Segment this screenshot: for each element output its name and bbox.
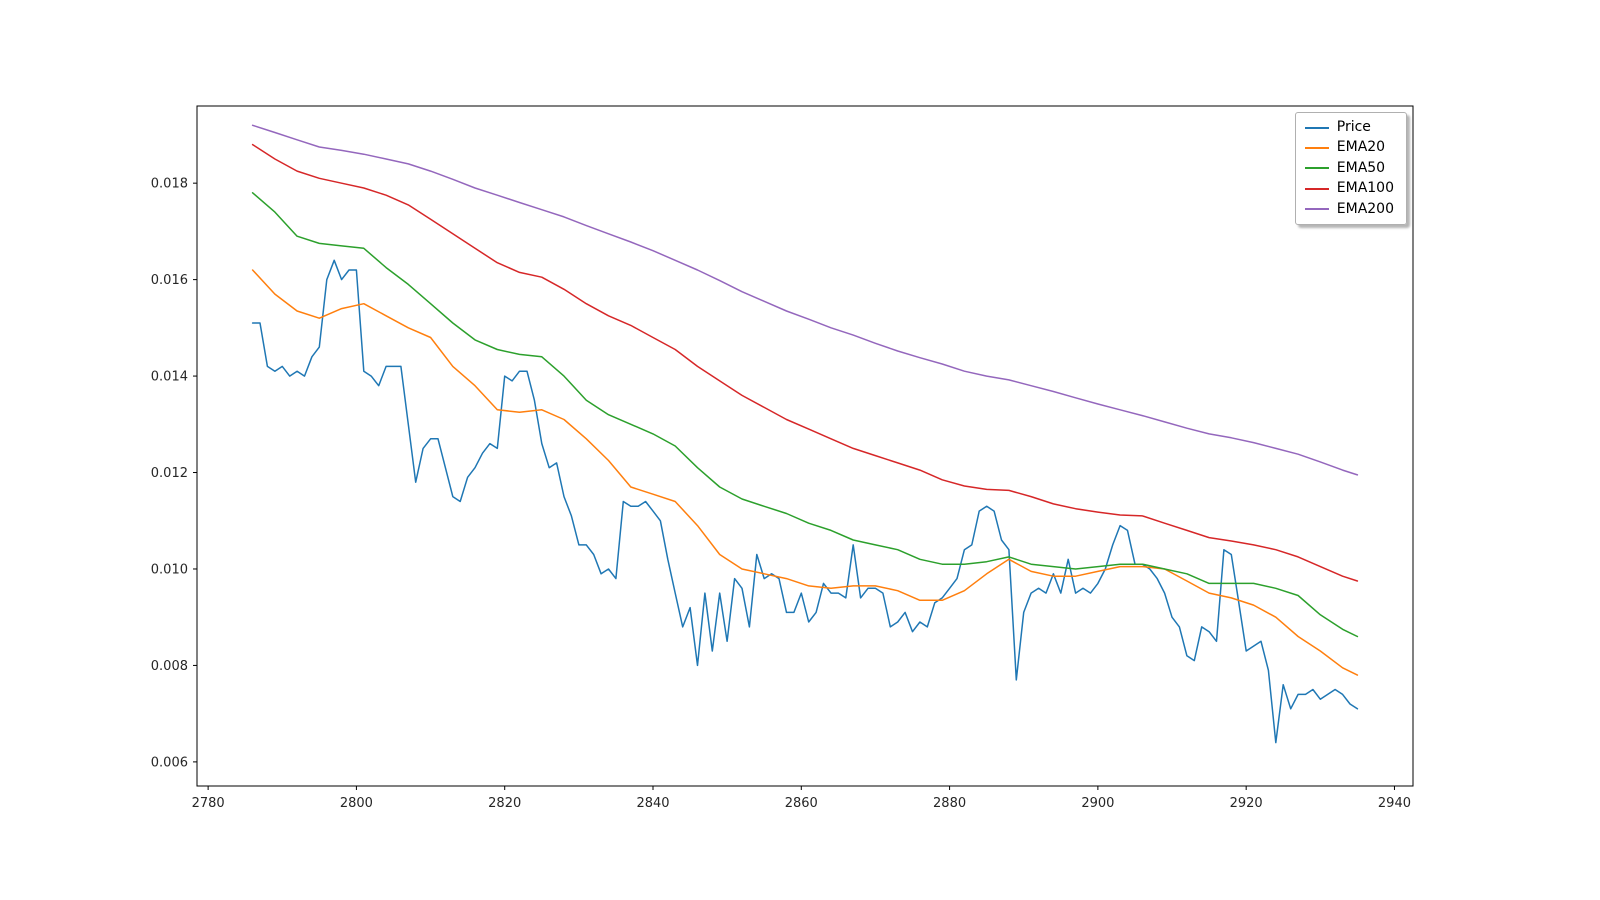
legend: Price EMA20 EMA50 EMA100 EMA200 xyxy=(1294,112,1407,225)
x-tick-label: 2820 xyxy=(488,796,521,811)
legend-label: EMA100 xyxy=(1336,180,1394,197)
legend-item-ema200: EMA200 xyxy=(1304,200,1394,217)
legend-item-ema20: EMA20 xyxy=(1304,139,1394,156)
y-tick-label: 0.018 xyxy=(151,177,188,192)
x-tick-label: 2780 xyxy=(192,796,225,811)
series-line-ema20 xyxy=(251,269,1359,676)
legend-line-swatch-price xyxy=(1304,126,1329,129)
axes-frame xyxy=(196,105,1414,787)
legend-line-swatch-ema20 xyxy=(1304,147,1329,150)
y-tick-label: 0.008 xyxy=(151,659,188,674)
series-line-price xyxy=(251,259,1359,744)
legend-line-swatch-ema50 xyxy=(1304,167,1329,170)
legend-label: EMA200 xyxy=(1336,200,1394,217)
legend-label: Price xyxy=(1336,119,1371,135)
series-line-ema50 xyxy=(251,192,1359,638)
legend-label: EMA50 xyxy=(1336,159,1386,176)
y-tick-label: 0.014 xyxy=(151,370,188,385)
legend-item-ema50: EMA50 xyxy=(1304,159,1394,176)
x-tick-label: 2840 xyxy=(636,796,669,811)
x-tick-label: 2860 xyxy=(785,796,818,811)
legend-item-price: Price xyxy=(1304,119,1394,135)
x-tick-label: 2920 xyxy=(1230,796,1263,811)
x-tick-label: 2940 xyxy=(1378,796,1411,811)
y-tick-label: 0.012 xyxy=(151,466,188,481)
legend-item-ema100: EMA100 xyxy=(1304,180,1394,197)
x-tick-label: 2900 xyxy=(1081,796,1114,811)
y-tick-label: 0.006 xyxy=(151,755,188,770)
x-tick-label: 2880 xyxy=(933,796,966,811)
legend-label: EMA20 xyxy=(1336,139,1386,156)
y-tick-label: 0.010 xyxy=(151,562,188,577)
y-tick-label: 0.016 xyxy=(151,273,188,288)
series-line-ema200 xyxy=(251,124,1359,476)
legend-line-swatch-ema200 xyxy=(1304,208,1329,211)
legend-line-swatch-ema100 xyxy=(1304,187,1329,190)
series-line-ema100 xyxy=(251,143,1359,582)
x-tick-label: 2800 xyxy=(340,796,373,811)
